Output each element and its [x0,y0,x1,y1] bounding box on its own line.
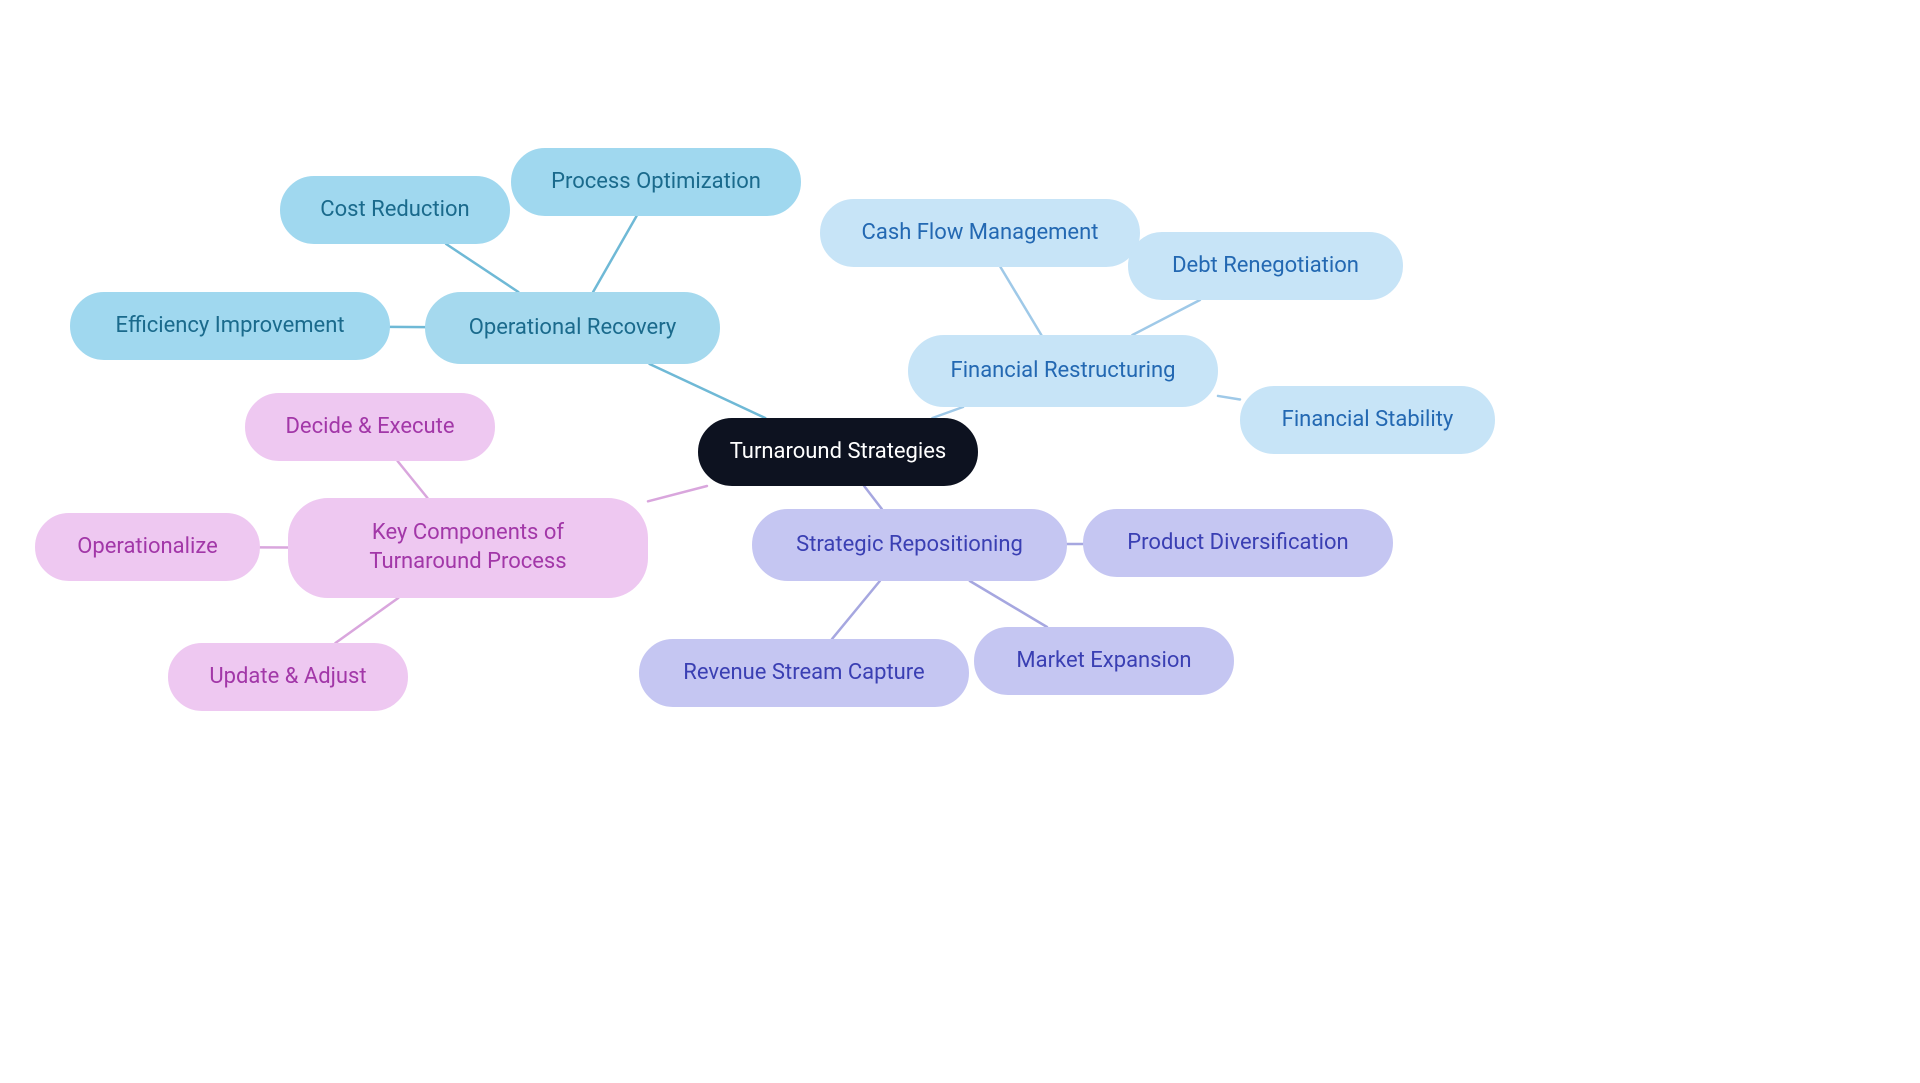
edge-key-components-decide [398,461,428,498]
edge-fin-restructuring-debt [1132,300,1200,335]
edge-op-recovery-process-opt [593,216,636,292]
node-decide: Decide & Execute [245,393,495,461]
node-operationalize: Operationalize [35,513,260,581]
edge-root-fin-restructuring [932,407,963,418]
edge-root-key-components [648,486,707,501]
node-root: Turnaround Strategies [698,418,978,486]
node-cost-reduction: Cost Reduction [280,176,510,244]
node-key-components: Key Components of Turnaround Process [288,498,648,598]
edge-op-recovery-cost-reduction [446,244,518,292]
edge-strategic-revenue [832,581,880,639]
node-op-recovery: Operational Recovery [425,292,720,364]
node-strategic: Strategic Repositioning [752,509,1067,581]
node-product-div: Product Diversification [1083,509,1393,577]
node-cashflow: Cash Flow Management [820,199,1140,267]
edge-fin-restructuring-cashflow [1000,267,1041,335]
node-fin-stability: Financial Stability [1240,386,1495,454]
node-market-exp: Market Expansion [974,627,1234,695]
node-efficiency: Efficiency Improvement [70,292,390,360]
node-process-opt: Process Optimization [511,148,801,216]
node-revenue: Revenue Stream Capture [639,639,969,707]
edge-root-op-recovery [650,364,766,418]
edge-strategic-market-exp [970,581,1047,627]
node-update: Update & Adjust [168,643,408,711]
edge-root-strategic [864,486,882,509]
edge-fin-restructuring-fin-stability [1218,396,1240,400]
node-fin-restructuring: Financial Restructuring [908,335,1218,407]
edge-key-components-update [335,598,398,643]
node-debt: Debt Renegotiation [1128,232,1403,300]
